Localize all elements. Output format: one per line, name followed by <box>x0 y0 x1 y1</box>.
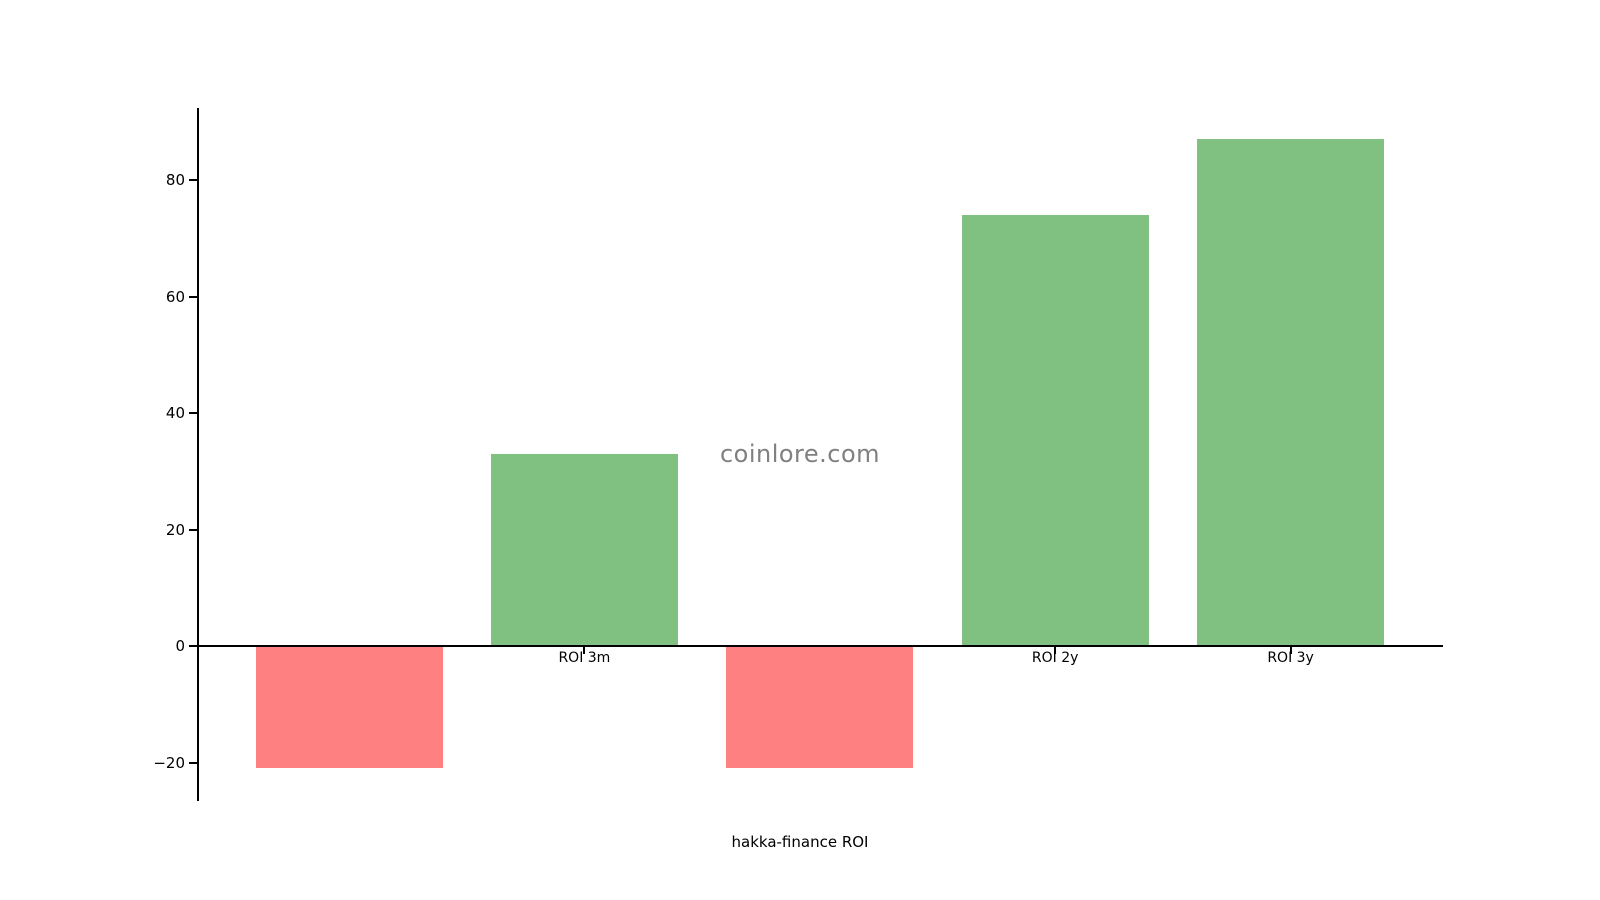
bar <box>961 215 1149 647</box>
y-tick-mark <box>189 179 197 182</box>
x-axis-zero-line <box>197 645 1443 648</box>
bar <box>726 646 914 769</box>
x-tick-label: ROI 3y <box>1267 650 1314 667</box>
x-tick-label: ROI 2y <box>1031 650 1079 667</box>
bar <box>255 646 443 769</box>
y-tick-mark <box>189 528 197 531</box>
y-tick-label: 80 <box>165 171 185 190</box>
y-tick-label: −20 <box>153 753 185 772</box>
y-tick-label: 0 <box>175 637 185 656</box>
bar <box>490 453 678 647</box>
x-tick-mark <box>1054 646 1057 655</box>
y-tick-mark <box>189 761 197 764</box>
watermark-text: coinlore.com <box>719 440 881 468</box>
chart-title: hakka-finance ROI <box>731 833 869 851</box>
y-tick-mark <box>189 295 197 298</box>
x-tick-mark <box>583 646 586 655</box>
y-axis-line <box>197 108 199 801</box>
x-tick-mark <box>1289 646 1292 655</box>
y-tick-label: 20 <box>165 520 185 539</box>
y-tick-mark <box>189 645 197 648</box>
x-tick-label: ROI 3m <box>558 650 611 667</box>
y-tick-mark <box>189 412 197 415</box>
y-tick-label: 60 <box>165 287 185 306</box>
bar <box>1197 139 1385 647</box>
y-tick-label: 40 <box>165 404 185 423</box>
